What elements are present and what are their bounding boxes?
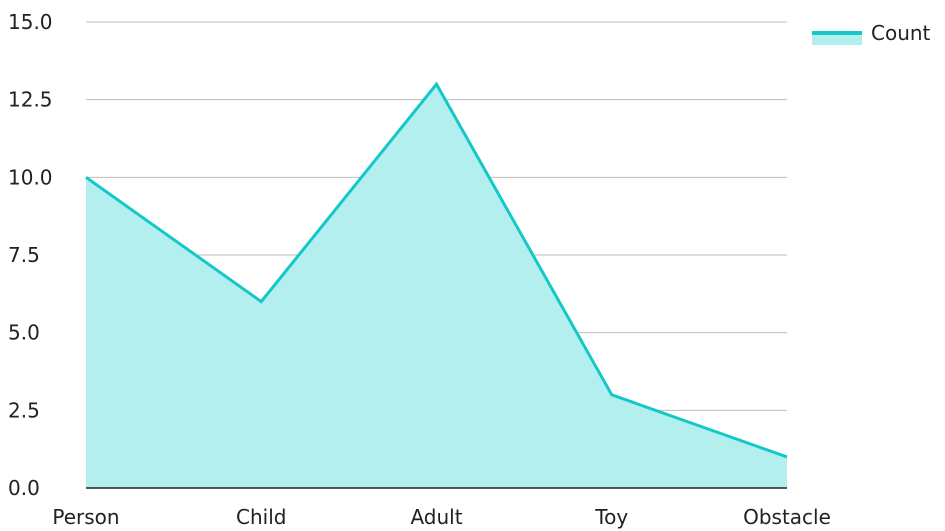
x-tick-label: Obstacle xyxy=(743,505,831,529)
y-tick-label: 5.0 xyxy=(8,321,40,345)
legend-swatch-fill xyxy=(812,33,862,45)
y-tick-label: 2.5 xyxy=(8,398,40,422)
area-series xyxy=(85,81,788,488)
legend-label: Count xyxy=(871,21,931,45)
x-tick-label: Child xyxy=(236,505,286,529)
x-tick-label: Toy xyxy=(594,505,628,529)
x-tick-label: Person xyxy=(52,505,119,529)
x-axis-ticks: Person Child Adult Toy Obstacle xyxy=(52,505,831,529)
y-tick-label: 15.0 xyxy=(8,10,53,34)
y-tick-label: 0.0 xyxy=(8,476,40,500)
area-fill xyxy=(86,84,787,488)
series-line xyxy=(85,81,788,459)
x-tick-label: Adult xyxy=(410,505,462,529)
y-tick-label: 10.0 xyxy=(8,165,53,189)
y-tick-label: 7.5 xyxy=(8,243,40,267)
legend: Count xyxy=(812,21,931,45)
y-axis-ticks: 0.0 2.5 5.0 7.5 10.0 12.5 15.0 xyxy=(8,10,53,500)
y-tick-label: 12.5 xyxy=(8,88,53,112)
